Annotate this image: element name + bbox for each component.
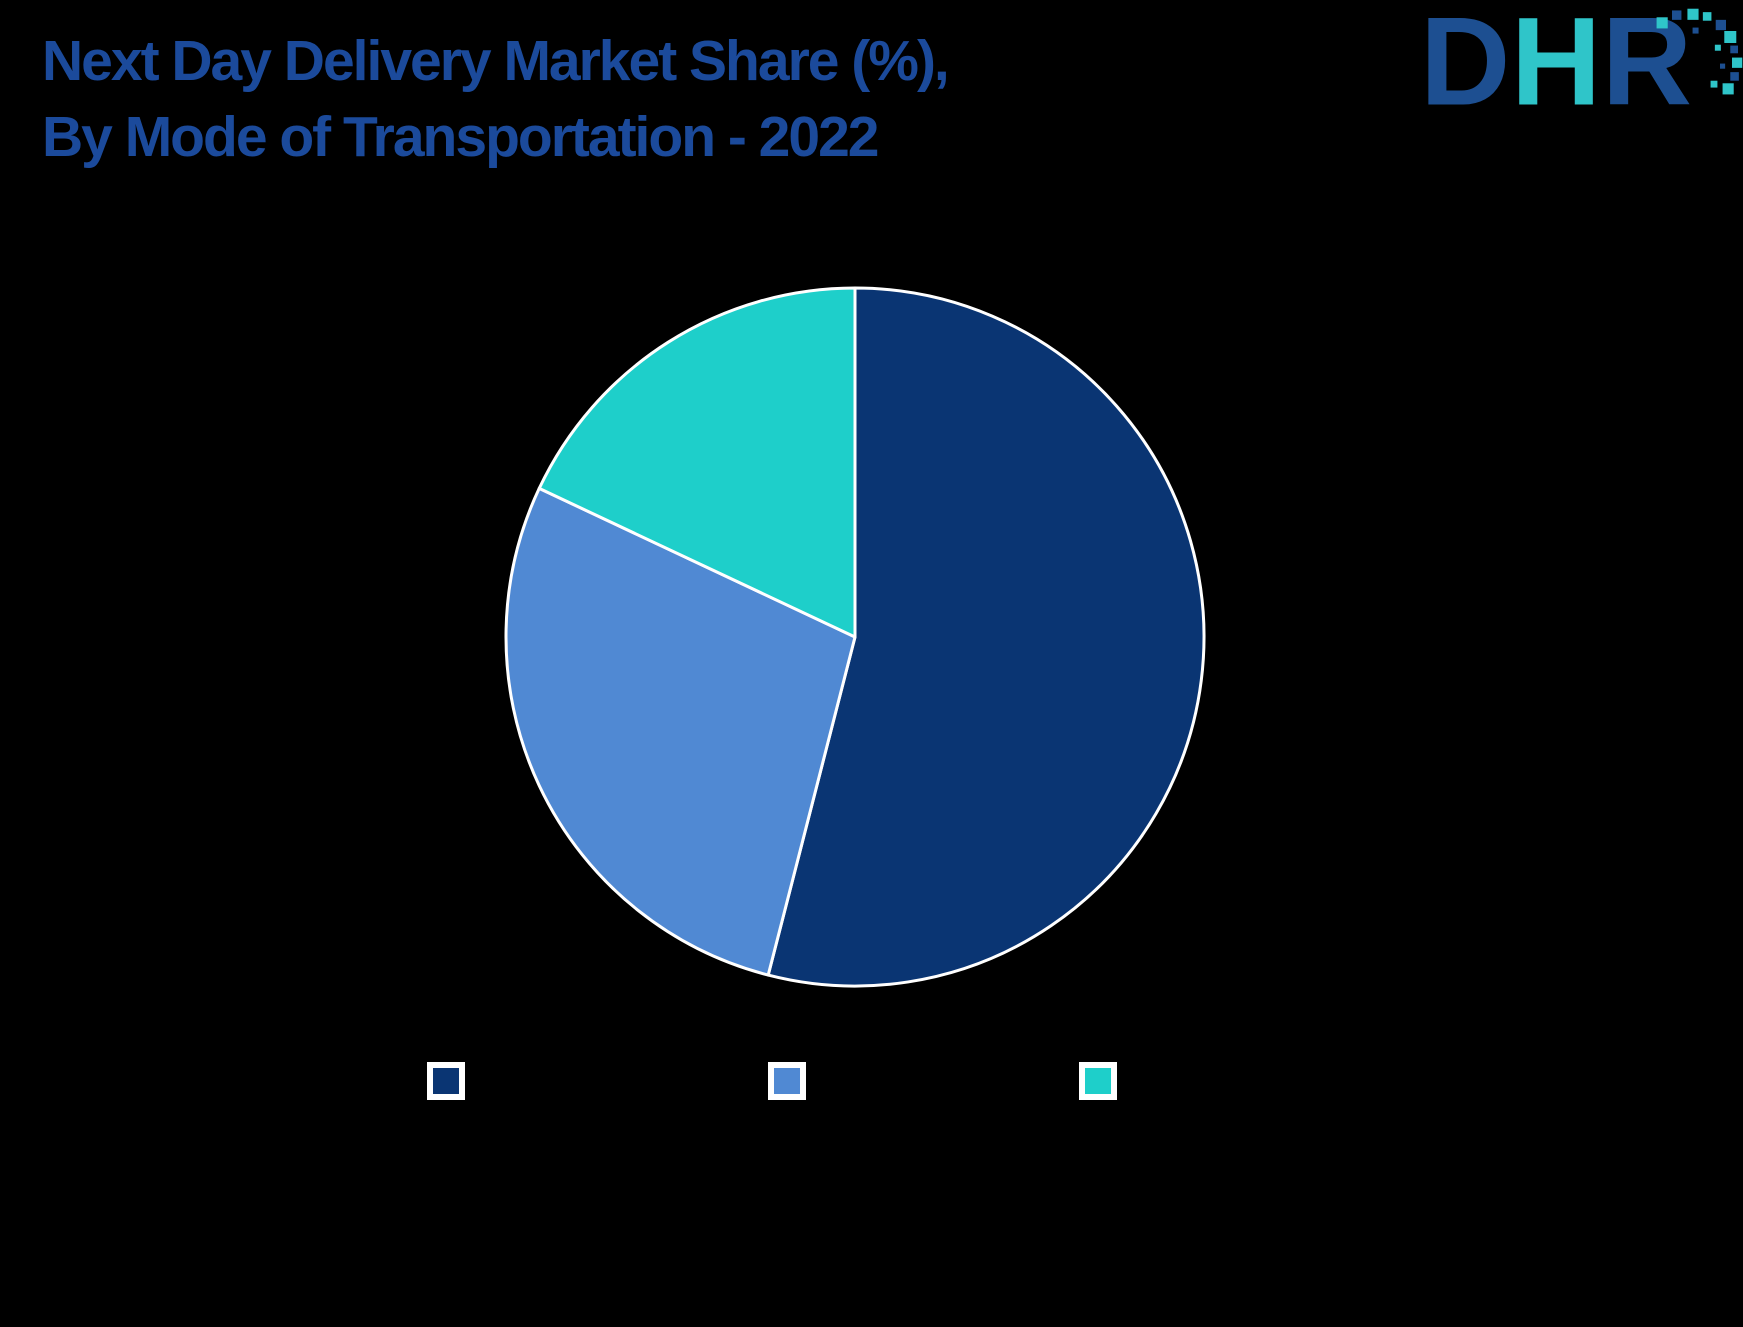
pie-chart	[504, 286, 1206, 988]
legend-item-2	[1079, 1062, 1321, 1100]
legend-swatch-0	[427, 1062, 465, 1100]
logo-letter-h: H	[1511, 8, 1601, 126]
chart-title-line2: By Mode of Transportation - 2022	[42, 104, 879, 169]
legend-item-0	[427, 1062, 669, 1100]
logo-letter-d: D	[1420, 8, 1510, 126]
legend-swatch-2	[1079, 1062, 1117, 1100]
legend	[0, 1058, 1743, 1118]
logo-letter-r: R	[1602, 8, 1692, 126]
dhr-logo: D H R	[1420, 8, 1743, 126]
chart-title-line1: Next Day Delivery Market Share (%),	[42, 29, 950, 93]
pie-chart-area	[490, 272, 1220, 1002]
legend-item-1	[768, 1062, 1010, 1100]
pie-slice-1	[504, 486, 857, 977]
dhr-logo-graphic: D H R	[1420, 8, 1743, 126]
pie-slice-0	[766, 286, 1206, 988]
logo-burst-dots-icon	[1656, 8, 1743, 95]
pie-slice-2	[537, 286, 857, 639]
chart-title: Next Day Delivery Market Share (%), By M…	[42, 24, 950, 176]
legend-swatch-1	[768, 1062, 806, 1100]
